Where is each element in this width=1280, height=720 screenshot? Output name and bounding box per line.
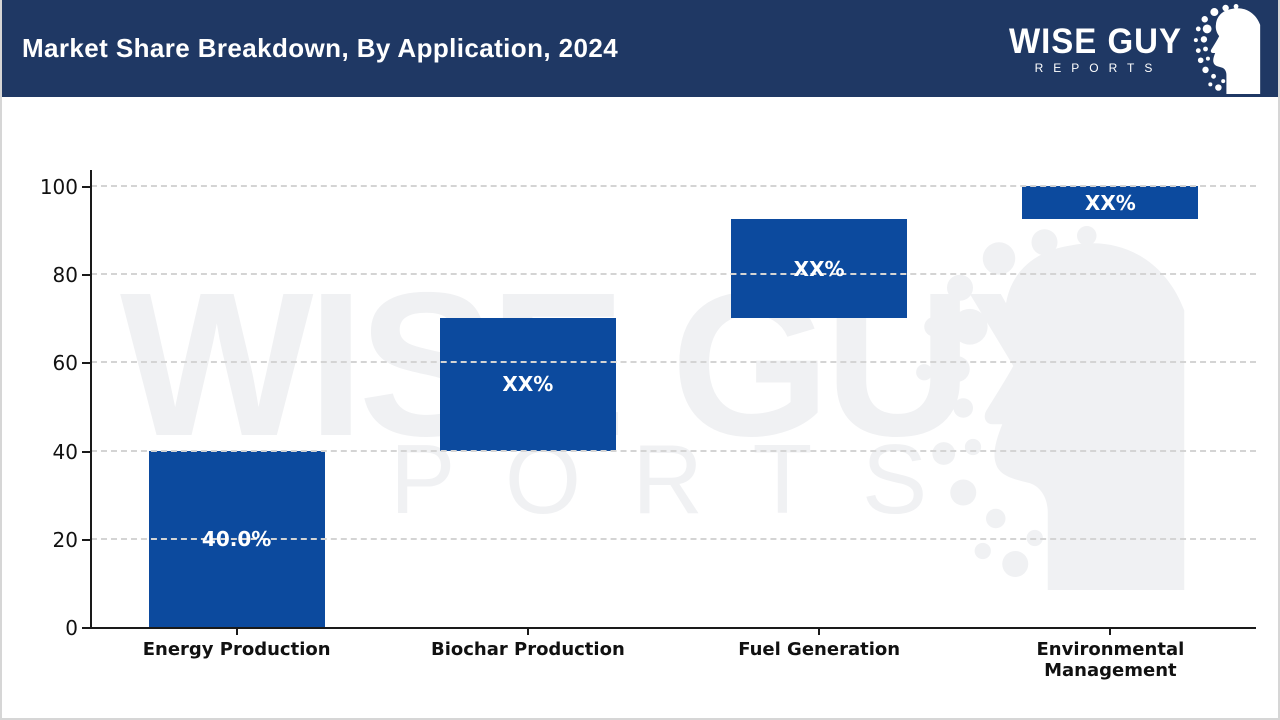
y-tick-0: [82, 627, 90, 629]
y-tick-80: [82, 274, 90, 277]
bar-value-label-biochar-production: XX%: [502, 372, 554, 397]
gridline-40: [91, 449, 1256, 452]
y-tick-label-20: 20: [52, 527, 78, 552]
bar-value-label-energy-production: 40.0%: [201, 526, 272, 551]
brand-logo-text: WISE GUY REPORTS: [1008, 20, 1182, 75]
y-tick-label-80: 80: [52, 263, 78, 288]
y-tick-40: [82, 450, 90, 453]
x-tick-energy-production: [235, 629, 238, 635]
bar-environmental-management: [1022, 186, 1199, 220]
gridline-80: [91, 273, 1256, 276]
wiseguy-face-icon: [1193, 3, 1261, 94]
y-tick-100: [82, 186, 90, 188]
y-tick-20: [82, 538, 90, 541]
logo-subtitle: REPORTS: [1034, 60, 1163, 75]
x-category-label-biochar-production: Biochar Production: [430, 639, 625, 660]
gridline-20: [91, 537, 1256, 540]
bar-biochar-production: [439, 318, 616, 451]
watermark-face-icon: [916, 226, 1185, 590]
x-tick-environmental-management: [1109, 629, 1112, 635]
y-tick-60: [82, 362, 90, 365]
x-category-label-energy-production: Energy Production: [142, 639, 331, 660]
gridline-100: [91, 185, 1256, 187]
brand-logo: WISE GUY REPORTS: [1008, 3, 1264, 94]
header: Market Share Breakdown, By Application, …: [2, 0, 1278, 97]
y-tick-label-40: 40: [52, 439, 78, 464]
gridline-60: [91, 361, 1256, 364]
x-axis-line: [90, 627, 1256, 629]
page-title: Market Share Breakdown, By Application, …: [22, 33, 619, 63]
x-category-label-fuel-generation: Fuel Generation: [738, 639, 901, 660]
bar-value-label-environmental-management: XX%: [1084, 190, 1136, 215]
x-tick-fuel-generation: [818, 629, 821, 635]
bar-fuel-generation: [731, 219, 908, 319]
y-tick-label-60: 60: [52, 351, 78, 376]
y-tick-label-0: 0: [65, 616, 78, 640]
x-category-label-environmental-management: Environmental Management: [1036, 639, 1185, 682]
x-tick-biochar-production: [526, 629, 529, 635]
bar-value-label-fuel-generation: XX%: [793, 256, 845, 281]
y-axis-line: [90, 170, 92, 629]
y-tick-label-100: 100: [39, 175, 78, 199]
logo-wordmark: WISE GUY: [1008, 20, 1182, 60]
